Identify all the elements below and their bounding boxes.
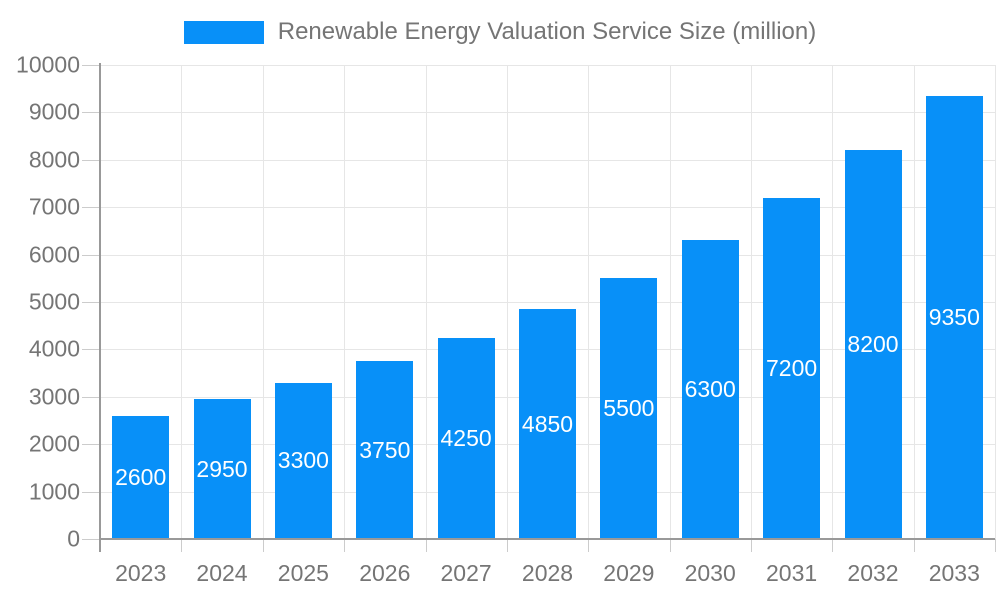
legend-label: Renewable Energy Valuation Service Size … bbox=[277, 18, 817, 45]
y-axis-label: 2000 bbox=[28, 430, 80, 457]
bar-value-label: 3300 bbox=[277, 447, 329, 474]
gridline-vertical bbox=[344, 65, 346, 539]
y-axis-label: 8000 bbox=[28, 146, 80, 173]
gridline-horizontal bbox=[100, 302, 995, 303]
y-axis-tick bbox=[82, 539, 100, 540]
bar-value-label: 7200 bbox=[766, 354, 818, 381]
gridline-vertical bbox=[181, 65, 183, 539]
x-axis-tick bbox=[262, 539, 264, 552]
gridline-vertical bbox=[506, 65, 508, 539]
y-axis-tick bbox=[82, 112, 100, 114]
legend[interactable]: Renewable Energy Valuation Service Size … bbox=[0, 16, 1000, 48]
gridline-vertical bbox=[995, 65, 996, 539]
y-axis-label: 4000 bbox=[28, 335, 80, 362]
y-axis-tick bbox=[82, 491, 100, 493]
y-axis-tick bbox=[82, 396, 100, 398]
legend-swatch bbox=[183, 20, 264, 44]
x-axis-label: 2033 bbox=[928, 560, 980, 586]
x-axis-tick bbox=[913, 539, 915, 552]
x-axis-label: 2029 bbox=[603, 560, 655, 586]
bar-value-label: 8200 bbox=[847, 331, 899, 358]
x-axis-tick bbox=[588, 539, 590, 552]
bar-value-label: 2950 bbox=[196, 455, 248, 482]
x-axis-line bbox=[100, 538, 995, 540]
bar-value-label: 9350 bbox=[928, 303, 980, 330]
bar-value-label: 4250 bbox=[440, 424, 492, 451]
x-axis-label: 2026 bbox=[359, 560, 411, 586]
y-axis-label: 3000 bbox=[28, 383, 80, 410]
y-axis-line bbox=[99, 63, 101, 552]
x-axis-label: 2024 bbox=[196, 560, 248, 586]
gridline-horizontal bbox=[100, 254, 995, 256]
x-axis-label: 2031 bbox=[766, 560, 818, 586]
gridline-vertical bbox=[588, 65, 590, 539]
bar-value-label: 5500 bbox=[603, 395, 655, 422]
x-axis-label: 2030 bbox=[684, 560, 736, 586]
x-axis-tick bbox=[669, 539, 671, 552]
bar[interactable]: 5500 bbox=[600, 278, 658, 539]
bar[interactable]: 3300 bbox=[274, 382, 332, 539]
bar[interactable]: 2600 bbox=[112, 415, 170, 539]
bar[interactable]: 2950 bbox=[193, 399, 251, 539]
y-axis-label: 9000 bbox=[28, 98, 80, 125]
bar[interactable]: 6300 bbox=[681, 240, 739, 539]
x-axis-label: 2028 bbox=[521, 560, 574, 586]
bar[interactable]: 9350 bbox=[925, 95, 983, 539]
x-axis-tick bbox=[995, 539, 996, 552]
x-axis-tick bbox=[181, 539, 183, 552]
x-axis-tick bbox=[425, 539, 427, 552]
y-axis-tick bbox=[82, 254, 100, 256]
bar-value-label: 3750 bbox=[359, 436, 411, 463]
y-axis-tick bbox=[82, 159, 100, 161]
bar-value-label: 4850 bbox=[521, 410, 574, 437]
y-axis-label: 6000 bbox=[28, 241, 80, 268]
x-axis-tick bbox=[506, 539, 508, 552]
gridline-horizontal bbox=[100, 112, 995, 114]
bar[interactable]: 7200 bbox=[763, 197, 821, 539]
bar[interactable]: 4850 bbox=[519, 309, 576, 539]
gridline-vertical bbox=[425, 65, 427, 539]
y-axis-tick bbox=[82, 302, 100, 303]
y-axis-label: 0 bbox=[67, 525, 80, 552]
x-axis-label: 2023 bbox=[115, 560, 167, 586]
bar-value-label: 6300 bbox=[684, 376, 736, 403]
gridline-vertical bbox=[669, 65, 671, 539]
y-axis-tick bbox=[82, 207, 100, 209]
gridline-horizontal bbox=[100, 65, 995, 66]
x-axis-label: 2027 bbox=[440, 560, 492, 586]
x-axis-tick bbox=[344, 539, 346, 552]
bar[interactable]: 4250 bbox=[437, 337, 495, 539]
y-axis-label: 5000 bbox=[28, 288, 80, 315]
gridline-horizontal bbox=[100, 159, 995, 161]
x-axis-label: 2025 bbox=[277, 560, 329, 586]
gridline-vertical bbox=[262, 65, 264, 539]
y-axis-tick bbox=[82, 65, 100, 66]
gridline-horizontal bbox=[100, 207, 995, 209]
x-axis-tick bbox=[832, 539, 834, 552]
y-axis-label: 7000 bbox=[28, 193, 80, 220]
bar[interactable]: 8200 bbox=[844, 150, 902, 539]
y-axis-label: 1000 bbox=[28, 478, 80, 505]
x-axis-label: 2032 bbox=[847, 560, 899, 586]
y-axis-label: 10000 bbox=[16, 51, 80, 78]
x-axis-tick bbox=[750, 539, 752, 552]
bar[interactable]: 3750 bbox=[356, 361, 414, 540]
bar-value-label: 2600 bbox=[115, 463, 167, 490]
gridline-vertical bbox=[832, 65, 834, 539]
y-axis-tick bbox=[82, 349, 100, 351]
gridline-vertical bbox=[913, 65, 915, 539]
gridline-vertical bbox=[750, 65, 752, 539]
y-axis-tick bbox=[82, 444, 100, 446]
